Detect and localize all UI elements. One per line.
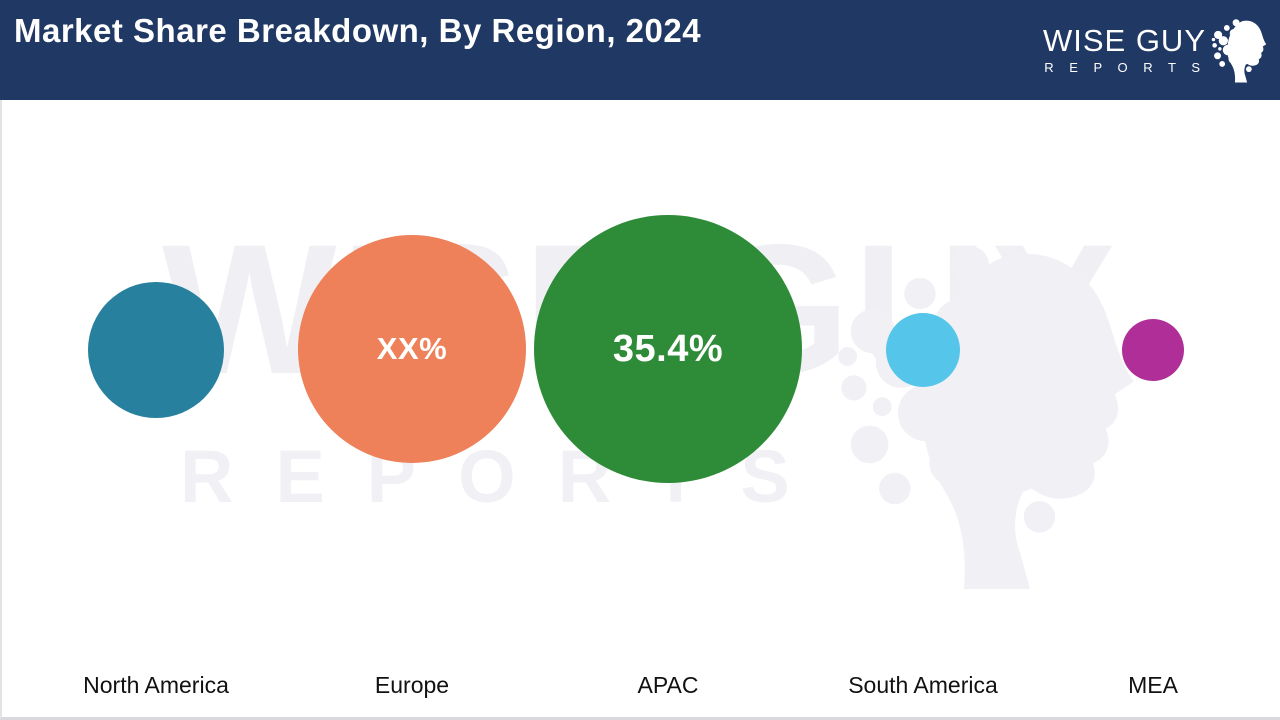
brand-name: WISE GUY [1042, 23, 1206, 59]
bubble-mea [1122, 319, 1184, 381]
brand-head-icon [1210, 14, 1268, 86]
bubble-north-america [88, 282, 224, 418]
bubble-south-america [886, 313, 960, 387]
bubble-apac: 35.4% [534, 215, 802, 483]
category-label-europe: Europe [374, 672, 450, 698]
bubble-value-label: 35.4% [612, 327, 724, 370]
category-label-mea: MEA [1128, 672, 1178, 698]
header: Market Share Breakdown, By Region, 2024 … [0, 0, 1280, 100]
page-title: Market Share Breakdown, By Region, 2024 [14, 12, 702, 49]
watermark-head-icon [808, 218, 1164, 608]
brand-logo: WISE GUY R E P O R T S [1043, 8, 1268, 92]
category-label-apac: APAC [637, 672, 699, 698]
category-label-south-america: South America [848, 672, 998, 698]
bubble-value-label: XX% [376, 331, 448, 366]
brand-text: WISE GUY R E P O R T S [1043, 25, 1206, 75]
bubble-europe: XX% [298, 235, 526, 463]
brand-subtitle: R E P O R T S [1044, 59, 1206, 75]
category-label-north-america: North America [83, 672, 229, 698]
chart-area: WISE GUY REPORTS XX%35.4% North AmericaE… [0, 100, 1280, 720]
